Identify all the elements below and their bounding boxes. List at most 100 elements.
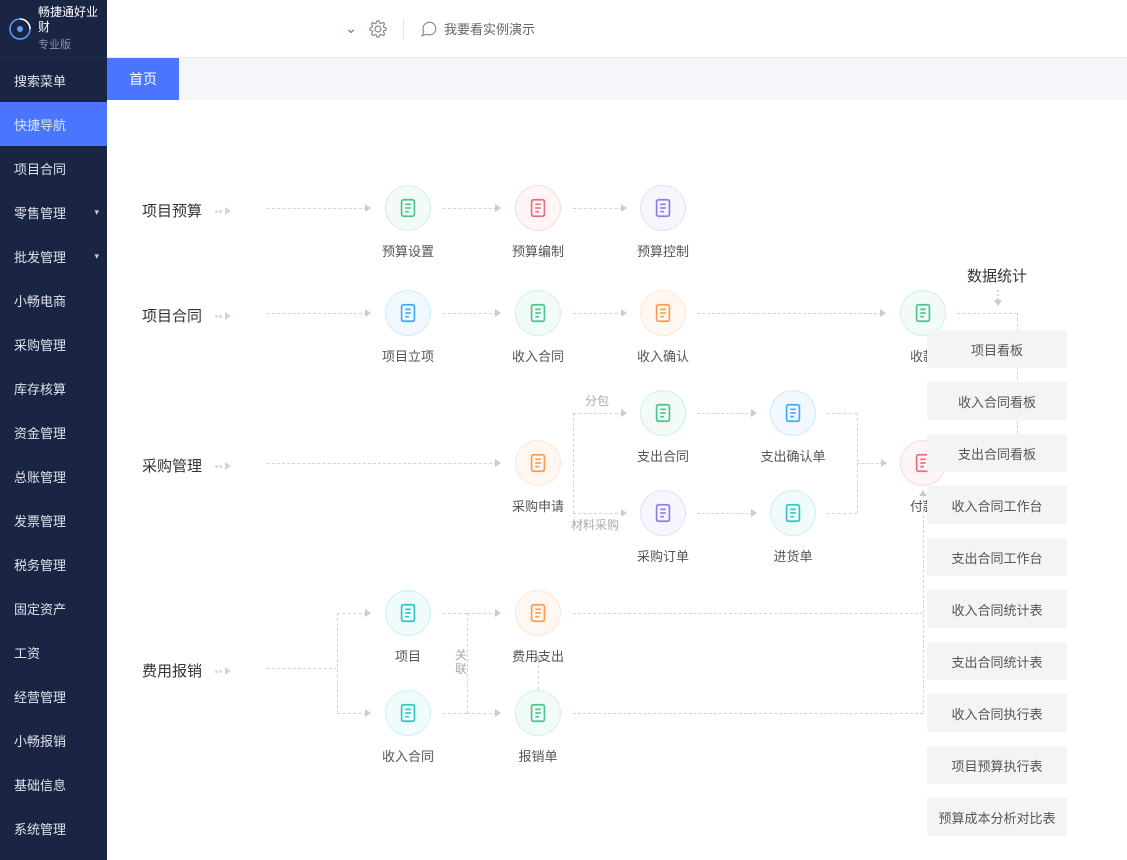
stat-btn-1[interactable]: 收入合同看板 (927, 382, 1067, 420)
brand-logo-icon (8, 17, 32, 41)
sidebar-menu: 搜索菜单 快捷导航项目合同零售管理▾批发管理▾小畅电商采购管理库存核算资金管理总… (0, 58, 107, 860)
chat-icon (420, 20, 438, 38)
tabbar: 首页 (107, 58, 1127, 100)
edge (697, 413, 753, 414)
node-reimburse[interactable]: 报销单 (502, 690, 574, 765)
sidebar-item-6[interactable]: 库存核算 (0, 366, 107, 410)
node-income_contract2[interactable]: 收入合同 (372, 690, 444, 765)
node-label: 采购订单 (627, 546, 699, 565)
doc-icon (515, 440, 561, 486)
doc-icon (640, 290, 686, 336)
sidebar-item-8[interactable]: 总账管理 (0, 454, 107, 498)
sidebar-item-12[interactable]: 工资 (0, 630, 107, 674)
node-label: 采购申请 (502, 496, 574, 515)
sidebar-item-13[interactable]: 经营管理 (0, 674, 107, 718)
edge (267, 208, 367, 209)
sidebar-item-2[interactable]: 零售管理▾ (0, 190, 107, 234)
sidebar-item-7[interactable]: 资金管理 (0, 410, 107, 454)
node-label: 收入合同 (502, 346, 574, 365)
gear-icon[interactable] (369, 20, 387, 38)
sidebar-search[interactable]: 搜索菜单 (0, 58, 107, 102)
node-budget_setup[interactable]: 预算设置 (372, 185, 444, 260)
node-label: 支出确认单 (757, 446, 829, 465)
demo-link[interactable]: 我要看实例演示 (420, 19, 535, 38)
chevron-down-icon: ⌄ (345, 20, 357, 37)
node-income_confirm[interactable]: 收入确认 (627, 290, 699, 365)
edge (267, 463, 497, 464)
main-area: ⌄ 我要看实例演示 首页 项目预算 项目合同 采购管理 费用报销 (107, 0, 1127, 860)
sidebar-item-15[interactable]: 基础信息 (0, 762, 107, 806)
node-label: 进货单 (757, 546, 829, 565)
doc-icon (515, 290, 561, 336)
edge (443, 208, 497, 209)
stats-title: 数据统计 (967, 265, 1027, 286)
node-budget_edit[interactable]: 预算编制 (502, 185, 574, 260)
edge (573, 208, 623, 209)
edge (573, 713, 923, 714)
doc-icon (385, 690, 431, 736)
section-purchase: 采购管理 (142, 455, 202, 476)
node-label: 项目 (372, 646, 444, 665)
section-expense: 费用报销 (142, 660, 202, 681)
arrow-icon (365, 204, 371, 212)
brand-area: 畅捷通好业财 专业版 (0, 0, 107, 58)
edge (573, 613, 923, 614)
doc-icon (385, 185, 431, 231)
sidebar-item-4[interactable]: 小畅电商 (0, 278, 107, 322)
tab-home[interactable]: 首页 (107, 58, 179, 100)
edge (697, 313, 882, 314)
node-label: 收入确认 (627, 346, 699, 365)
edge (923, 495, 924, 713)
node-budget_ctrl[interactable]: 预算控制 (627, 185, 699, 260)
node-purchase_req[interactable]: 采购申请 (502, 440, 574, 515)
org-selector[interactable]: ⌄ (127, 20, 357, 37)
node-goods_in[interactable]: 进货单 (757, 490, 829, 565)
divider (403, 18, 404, 40)
sidebar-item-10[interactable]: 税务管理 (0, 542, 107, 586)
doc-icon (385, 590, 431, 636)
stat-btn-2[interactable]: 支出合同看板 (927, 434, 1067, 472)
stat-btn-3[interactable]: 收入合同工作台 (927, 486, 1067, 524)
brand-name: 畅捷通好业财 (38, 5, 99, 34)
stat-btn-7[interactable]: 收入合同执行表 (927, 694, 1067, 732)
doc-icon (640, 185, 686, 231)
node-proj_create[interactable]: 项目立项 (372, 290, 444, 365)
edge-label-material: 材料采购 (571, 516, 619, 533)
arrow-icon (495, 709, 501, 717)
doc-icon (515, 590, 561, 636)
sidebar-item-5[interactable]: 采购管理 (0, 322, 107, 366)
node-exp_out[interactable]: 费用支出 (502, 590, 574, 665)
node-expend_confirm[interactable]: 支出确认单 (757, 390, 829, 465)
sidebar-item-9[interactable]: 发票管理 (0, 498, 107, 542)
arrow-icon (365, 309, 371, 317)
node-purchase_order[interactable]: 采购订单 (627, 490, 699, 565)
edge (443, 313, 497, 314)
edge (573, 413, 623, 414)
section-contract: 项目合同 (142, 305, 202, 326)
stat-btn-4[interactable]: 支出合同工作台 (927, 538, 1067, 576)
sidebar-item-16[interactable]: 系统管理 (0, 806, 107, 850)
sidebar-item-11[interactable]: 固定资产 (0, 586, 107, 630)
sidebar-item-3[interactable]: 批发管理▾ (0, 234, 107, 278)
stat-btn-0[interactable]: 项目看板 (927, 330, 1067, 368)
node-income_contract[interactable]: 收入合同 (502, 290, 574, 365)
arrow-icon (880, 309, 886, 317)
arrow-icon (365, 609, 371, 617)
sidebar-item-1[interactable]: 项目合同 (0, 146, 107, 190)
stat-btn-5[interactable]: 收入合同统计表 (927, 590, 1067, 628)
edge (573, 313, 623, 314)
edge (443, 613, 467, 614)
section-budget: 项目预算 (142, 200, 202, 221)
edge (267, 668, 337, 669)
node-expend_contract[interactable]: 支出合同 (627, 390, 699, 465)
stat-btn-9[interactable]: 预算成本分析对比表 (927, 798, 1067, 836)
node-label: 预算编制 (502, 241, 574, 260)
node-project[interactable]: 项目 (372, 590, 444, 665)
sidebar-item-14[interactable]: 小畅报销 (0, 718, 107, 762)
stat-btn-6[interactable]: 支出合同统计表 (927, 642, 1067, 680)
sidebar-item-0[interactable]: 快捷导航 (0, 102, 107, 146)
dots-icon (215, 312, 231, 320)
node-label: 报销单 (502, 746, 574, 765)
stat-btn-8[interactable]: 项目预算执行表 (927, 746, 1067, 784)
node-label: 支出合同 (627, 446, 699, 465)
